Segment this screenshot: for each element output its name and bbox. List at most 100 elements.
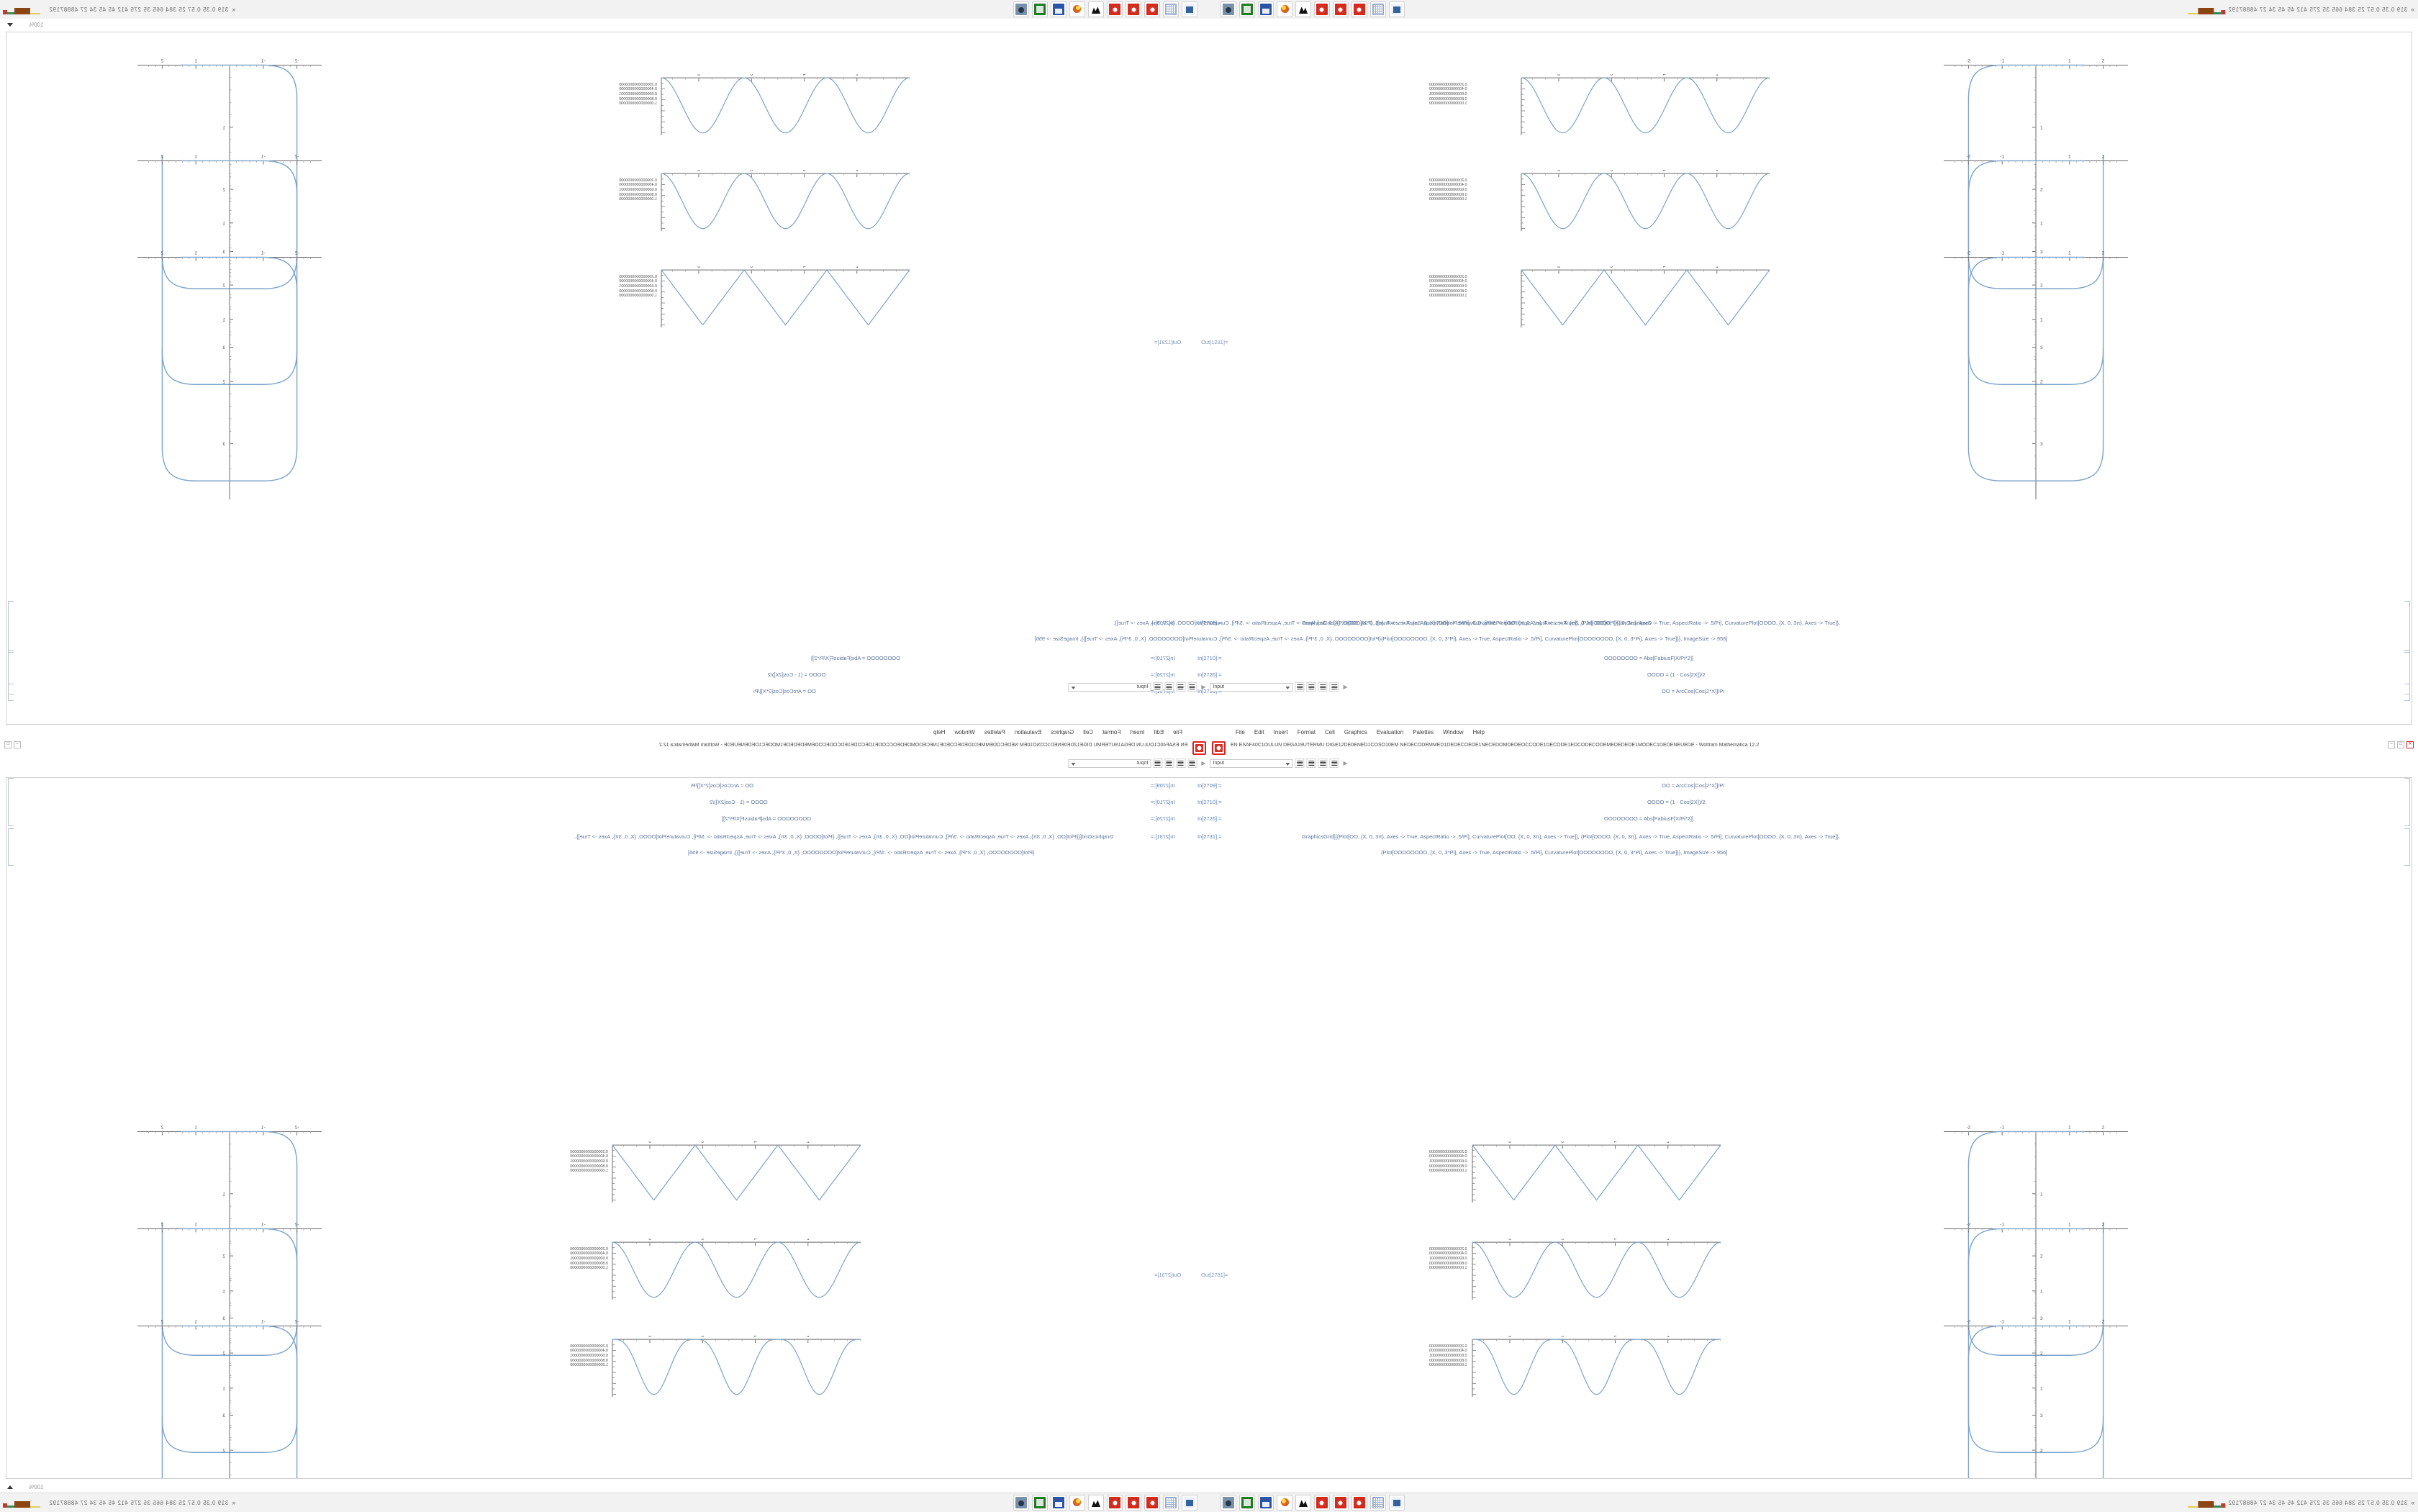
highlighted-mathematica-icons[interactable] (1191, 741, 1227, 755)
mathematica-icon-highlight-2[interactable] (1212, 741, 1226, 755)
toolbar-prev-arrow-l[interactable]: ◀ (1201, 684, 1206, 690)
cell-bracket-lower-mirrored-1[interactable] (8, 778, 14, 826)
notebook-pane-upper[interactable]: -2 -1 1 2 1 2 3 2 4 6 8 0.2000000000000000 0.40000… (6, 32, 2412, 725)
camera-icon-4[interactable] (1221, 1495, 1236, 1511)
align-justify-button-r2[interactable] (1329, 759, 1339, 768)
green-app-icon-2[interactable] (1239, 1, 1255, 17)
toolbar-next-arrow-r2[interactable]: ▶ (1343, 760, 1348, 766)
code-line-normal-3[interactable]: OOOOOOOO = Abs[FabiusF[X/Pi*2]] (1604, 655, 1693, 661)
mathematica-icon-9[interactable] (1107, 1495, 1123, 1511)
save-icon[interactable] (1051, 1, 1067, 17)
cell-bracket-1[interactable] (2404, 601, 2410, 653)
menu-item-evaluation[interactable]: Evaluation (1376, 728, 1404, 735)
menu-item-window[interactable]: Window (954, 728, 975, 735)
image-viewer-icon-3[interactable] (1088, 1495, 1104, 1511)
green-app-icon[interactable] (1032, 1, 1048, 17)
image-viewer-icon-4[interactable] (1295, 1495, 1311, 1511)
align-left-button-l[interactable] (1187, 682, 1197, 692)
camera-icon-2[interactable] (1221, 1, 1236, 17)
menu-item-graphics[interactable]: Graphics (1344, 728, 1367, 735)
align-justify-button-l2[interactable] (1153, 759, 1163, 768)
camera-icon-3[interactable] (1013, 1495, 1029, 1511)
minimize-button-r[interactable]: – (2388, 741, 2395, 748)
calculator-icon-3[interactable] (1163, 1495, 1179, 1511)
align-justify-button-l[interactable] (1153, 682, 1163, 692)
firefox-icon-3[interactable] (1069, 1495, 1085, 1511)
close-button-r[interactable]: ✕ (2406, 741, 2414, 748)
align-left-button-r2[interactable] (1295, 759, 1305, 768)
green-app-icon-4[interactable] (1239, 1495, 1255, 1511)
firefox-icon-2[interactable] (1277, 1, 1292, 17)
code-line-normal-2[interactable]: {Plot[OOOOOOOO, {X, 0, 3*Pi}, Axes -> Tr… (1381, 635, 1728, 642)
cell-style-select-r[interactable]: Input (1210, 682, 1293, 692)
mathematica-icon-8[interactable] (1126, 1495, 1141, 1511)
image-viewer-icon[interactable] (1088, 1, 1104, 17)
code-line-lower-normal-2[interactable]: OOOO = (1 - Cos[2X])/2 (1647, 799, 1706, 805)
code-line-lower-mirrored-2[interactable]: OOOO = (1 - Cos[2X])/2 (710, 799, 768, 805)
align-center-button-r[interactable] (1306, 682, 1316, 692)
calculator-icon-4[interactable] (1370, 1495, 1386, 1511)
cell-bracket-lower-mirrored-2[interactable] (8, 828, 14, 866)
minimize-button-l[interactable]: – (14, 741, 21, 748)
menu-item-insert[interactable]: Insert (1130, 728, 1145, 735)
notebook-pane-lower[interactable]: OO = ArcCos[Cos[2*X]]/Pi OOOO = (1 - Cos[… (6, 777, 2412, 1479)
save-icon-4[interactable] (1258, 1495, 1274, 1511)
save-icon-3[interactable] (1051, 1495, 1067, 1511)
cell-bracket-mirrored-1[interactable] (8, 601, 14, 653)
mathematica-icon-11[interactable] (1333, 1495, 1349, 1511)
menu-item-insert[interactable]: Insert (1273, 728, 1288, 735)
zoom-caret-icon[interactable] (7, 22, 13, 27)
expand-chevron-right-bottom-icon[interactable]: » (2410, 1499, 2414, 1506)
mathematica-icon-5[interactable] (1333, 1, 1349, 17)
menu-item-format[interactable]: Format (1297, 728, 1316, 735)
zoom-caret-up-icon[interactable] (7, 1485, 13, 1489)
code-line-lower-mirrored-1[interactable]: OO = ArcCos[Cos[2*X]]/Pi (691, 782, 753, 789)
cell-bracket-2[interactable] (2404, 650, 2410, 694)
image-viewer-icon-2[interactable] (1295, 1, 1311, 17)
cell-bracket-3[interactable] (2404, 684, 2410, 701)
code-line-normal-4[interactable]: OOOO = (1 - Cos[2X])/2 (1647, 671, 1706, 678)
menu-item-help[interactable]: Help (1472, 728, 1485, 735)
window-buttons-left[interactable]: – □ (4, 741, 21, 748)
expand-chevron-left-icon[interactable]: » (232, 6, 236, 13)
align-right-button-l2[interactable] (1164, 759, 1174, 768)
window-buttons-right[interactable]: – □ ✕ (2388, 741, 2414, 748)
mathematica-icon-highlight-1[interactable] (1192, 741, 1206, 755)
menu-item-palettes[interactable]: Palettes (984, 728, 1005, 735)
mathematica-icon-6[interactable] (1351, 1, 1367, 17)
align-center-button-l2[interactable] (1176, 759, 1186, 768)
code-line-lower-normal-5[interactable]: {Plot[OOOOOOOO, {X, 0, 3*Pi}, Axes -> Tr… (1381, 849, 1728, 856)
mathematica-icon-1[interactable] (1144, 1, 1160, 17)
code-line-lower-mirrored-5[interactable]: {Plot[OOOOOOOO, {X, 0, 3*Pi}, Axes -> Tr… (687, 849, 1034, 856)
cell-style-select-r2[interactable]: Input (1210, 759, 1293, 768)
code-line-lower-mirrored-3[interactable]: OOOOOOOO = Abs[FabiusF[X/Pi*2]] (722, 815, 811, 822)
menu-item-palettes[interactable]: Palettes (1413, 728, 1434, 735)
align-left-button-r[interactable] (1295, 682, 1305, 692)
menu-item-graphics[interactable]: Graphics (1051, 728, 1074, 735)
maximize-button-l[interactable]: □ (4, 741, 12, 748)
mathematica-icon-3[interactable] (1107, 1, 1123, 17)
align-center-button-r2[interactable] (1306, 759, 1316, 768)
camera-icon[interactable] (1013, 1, 1029, 17)
code-line-lower-mirrored-4[interactable]: GraphicsGrid[{{Plot[OO, {X, 0, 3π}, Axes… (574, 833, 1113, 840)
cell-bracket-lower-2[interactable] (2404, 828, 2410, 866)
calculator-icon-2[interactable] (1370, 1, 1386, 17)
terminal-icon-2[interactable] (1389, 1, 1405, 17)
cell-style-select-l2[interactable]: Input (1068, 759, 1151, 768)
toolbar-prev-arrow-l2[interactable]: ◀ (1201, 760, 1206, 766)
menu-item-evaluation[interactable]: Evaluation (1014, 728, 1042, 735)
align-justify-button-r[interactable] (1329, 682, 1339, 692)
menu-item-format[interactable]: Format (1102, 728, 1121, 735)
cell-style-select-l[interactable]: Input (1068, 682, 1151, 692)
menu-item-window[interactable]: Window (1443, 728, 1464, 735)
expand-chevron-left-bottom-icon[interactable]: » (232, 1499, 236, 1506)
menu-item-cell[interactable]: Cell (1083, 728, 1093, 735)
maximize-button-r[interactable]: □ (2397, 741, 2404, 748)
mathematica-icon-7[interactable] (1144, 1495, 1160, 1511)
align-right-button-r[interactable] (1318, 682, 1328, 692)
firefox-icon-4[interactable] (1277, 1495, 1292, 1511)
code-line-mirrored-4[interactable]: OOOO = (1 - Cos[2X])/2 (768, 671, 826, 678)
firefox-icon[interactable] (1069, 1, 1085, 17)
code-line-mirrored-2[interactable]: {Plot[OOOOOOOO, {X, 0, 3*Pi}, Axes -> Tr… (1034, 635, 1381, 642)
mathematica-icon-2[interactable] (1126, 1, 1141, 17)
